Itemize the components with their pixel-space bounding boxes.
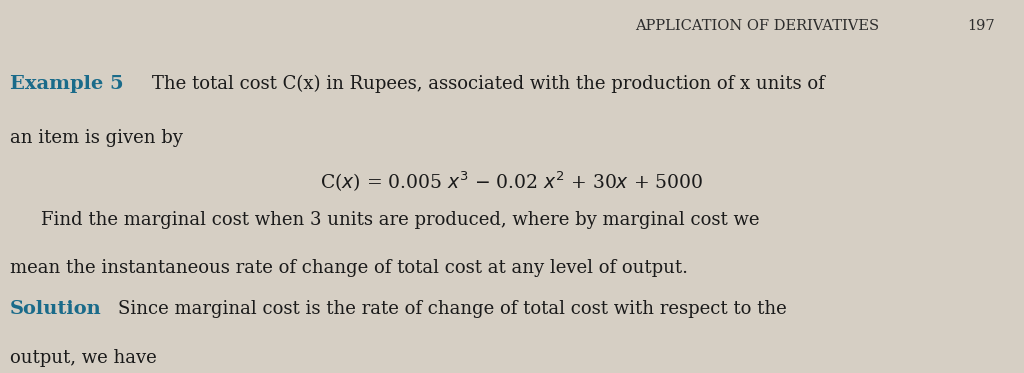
Text: Find the marginal cost when 3 units are produced, where by marginal cost we: Find the marginal cost when 3 units are … <box>41 211 760 229</box>
Text: an item is given by: an item is given by <box>10 129 183 147</box>
Text: output, we have: output, we have <box>10 349 157 367</box>
Text: Solution: Solution <box>10 300 102 318</box>
Text: mean the instantaneous rate of change of total cost at any level of output.: mean the instantaneous rate of change of… <box>10 259 688 277</box>
Text: 197: 197 <box>968 19 995 33</box>
Text: The total cost C(x) in Rupees, associated with the production of x units of: The total cost C(x) in Rupees, associate… <box>152 75 824 93</box>
Text: Example 5: Example 5 <box>10 75 124 93</box>
Text: APPLICATION OF DERIVATIVES: APPLICATION OF DERIVATIVES <box>635 19 879 33</box>
Text: C($x$) = 0.005 $x^3$ $-$ 0.02 $x^2$ + 30$x$ + 5000: C($x$) = 0.005 $x^3$ $-$ 0.02 $x^2$ + 30… <box>321 170 703 194</box>
Text: Since marginal cost is the rate of change of total cost with respect to the: Since marginal cost is the rate of chang… <box>118 300 786 318</box>
